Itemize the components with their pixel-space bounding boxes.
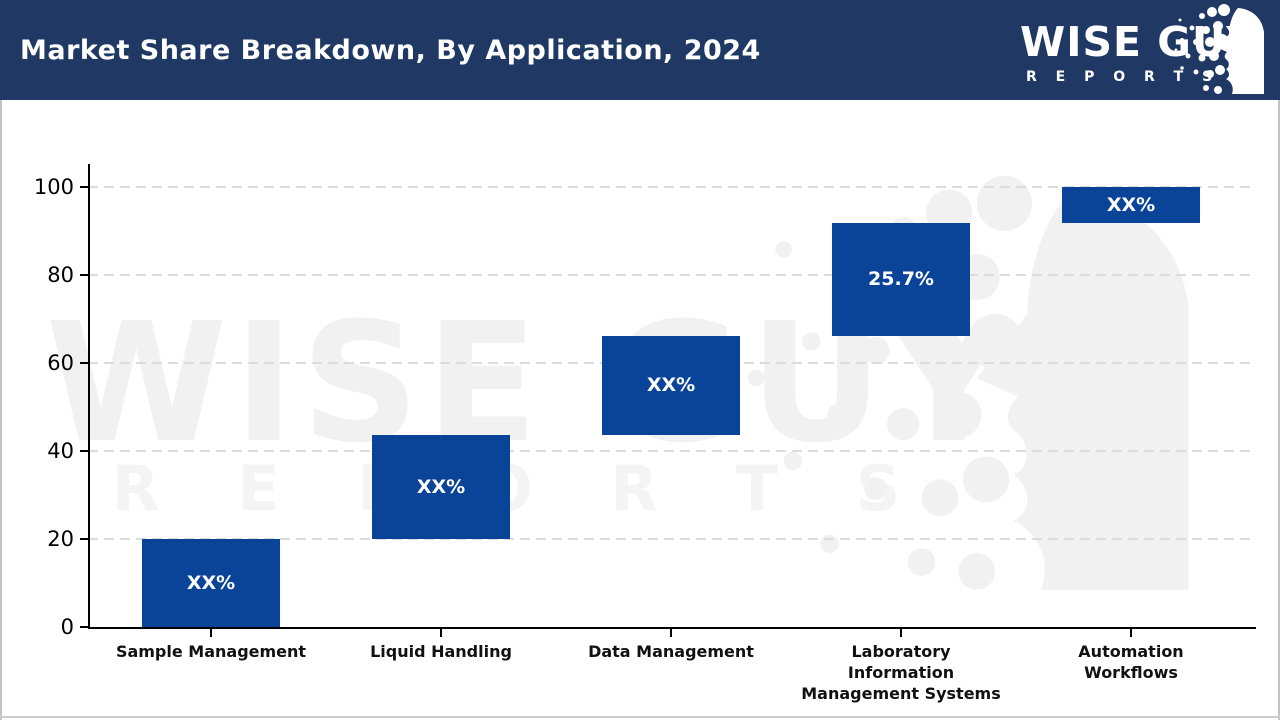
y-tick-label-100: 100: [33, 175, 74, 199]
x-tick-data-management: [670, 629, 672, 637]
y-tick-label-20: 20: [47, 527, 74, 551]
bar-data-management: XX%: [602, 335, 740, 436]
y-tick-label-60: 60: [47, 351, 74, 375]
bar-laboratory-information-management-systems: 25.7%: [832, 222, 970, 336]
bar-value-label-liquid-handling: XX%: [416, 476, 466, 499]
y-tick-60: [80, 362, 88, 364]
y-tick-label-0: 0: [60, 615, 74, 639]
bar-value-label-sample-management: XX%: [186, 572, 236, 594]
category-label-automation-workflows: Automation Workflows: [1078, 642, 1184, 682]
category-label-liquid-handling: Liquid Handling: [370, 642, 512, 661]
x-tick-liquid-handling: [440, 629, 442, 637]
x-tick-laboratory-information-management-systems: [900, 629, 902, 637]
y-axis: [88, 164, 90, 629]
panel-border-right: [1278, 100, 1280, 720]
wise-guy-reports-logo: WISE GUY R E P O R T S: [1020, 4, 1264, 94]
gridline-y-100: [88, 186, 1256, 188]
bar-value-label-laboratory-information-management-systems: 25.7%: [868, 268, 934, 291]
y-tick-80: [80, 274, 88, 276]
logo-head-icon: [1174, 4, 1264, 94]
category-label-sample-management: Sample Management: [115, 642, 307, 661]
y-tick-label-40: 40: [47, 439, 74, 463]
y-tick-20: [80, 538, 88, 540]
gridline-y-40: [88, 450, 1256, 452]
panel-border-left: [0, 100, 2, 720]
x-tick-sample-management: [210, 629, 212, 637]
y-tick-label-80: 80: [47, 263, 74, 287]
bar-automation-workflows: XX%: [1062, 187, 1200, 223]
bar-value-label-automation-workflows: XX%: [1106, 193, 1156, 216]
y-tick-0: [80, 626, 88, 628]
y-tick-100: [80, 186, 88, 188]
bar-liquid-handling: XX%: [372, 435, 510, 539]
panel-border-bottom: [0, 716, 1280, 718]
x-axis: [88, 627, 1256, 629]
x-tick-automation-workflows: [1130, 629, 1132, 637]
bar-value-label-data-management: XX%: [646, 374, 696, 397]
y-tick-40: [80, 450, 88, 452]
gridline-y-20: [88, 538, 1256, 540]
chart-title: Market Share Breakdown, By Application, …: [20, 34, 761, 66]
bar-sample-management: XX%: [142, 539, 280, 627]
category-label-data-management: Data Management: [588, 642, 754, 661]
gridline-y-80: [88, 274, 1256, 276]
category-label-laboratory-information-management-systems: Laboratory Information Management System…: [801, 642, 1001, 703]
header-bar: Market Share Breakdown, By Application, …: [0, 0, 1280, 100]
logo-text-reports: R E P O R T S: [1026, 69, 1219, 85]
